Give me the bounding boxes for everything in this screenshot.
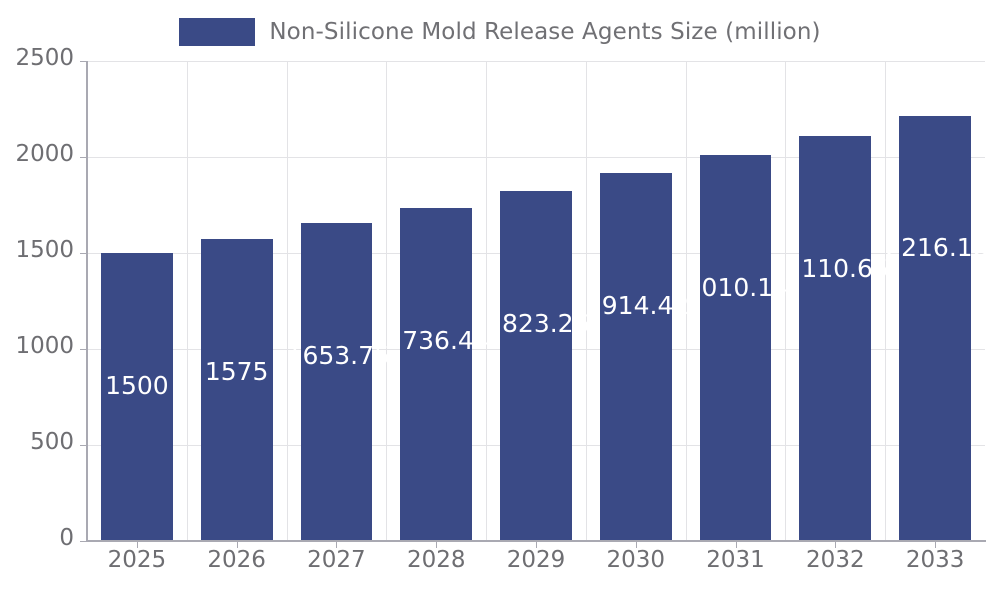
gridline-vertical bbox=[287, 61, 288, 541]
bar[interactable] bbox=[899, 115, 972, 541]
x-axis-tick-label: 2033 bbox=[905, 547, 965, 573]
x-axis-tick-mark bbox=[336, 541, 337, 548]
x-axis-tick-mark bbox=[536, 541, 537, 548]
x-axis-tick-mark bbox=[835, 541, 836, 548]
x-axis-tick-label: 2026 bbox=[207, 547, 266, 573]
x-axis-tick-label: 2030 bbox=[606, 547, 666, 573]
y-axis-tick-mark bbox=[80, 541, 87, 542]
bar[interactable] bbox=[799, 135, 872, 541]
x-axis-tick-mark bbox=[636, 541, 637, 548]
x-axis-tick-mark bbox=[137, 541, 138, 548]
x-axis-tick-label: 2028 bbox=[406, 547, 466, 573]
x-axis-tick-mark bbox=[935, 541, 936, 548]
x-axis-tick-label: 2029 bbox=[506, 547, 566, 573]
y-axis-tick-label: 1500 bbox=[15, 237, 74, 263]
y-axis-tick-label: 2000 bbox=[15, 141, 74, 167]
legend-item-label: Non-Silicone Mold Release Agents Size (m… bbox=[269, 19, 821, 45]
gridline-vertical bbox=[486, 61, 487, 541]
y-axis-tick-label: 1000 bbox=[15, 333, 74, 359]
x-axis-tick-mark bbox=[436, 541, 437, 548]
legend-swatch-icon bbox=[179, 18, 256, 46]
bar[interactable] bbox=[500, 190, 572, 541]
gridline-horizontal bbox=[87, 157, 985, 158]
y-axis-tick-mark bbox=[80, 157, 87, 158]
gridline-vertical bbox=[885, 61, 886, 541]
x-axis-tick-label: 2031 bbox=[706, 547, 765, 573]
y-axis-tick-mark bbox=[80, 445, 87, 446]
x-axis-tick-mark bbox=[736, 541, 737, 548]
x-axis-tick-label: 2032 bbox=[806, 547, 865, 573]
plot-area: 1500 1575 1653.75 1736.44 1823.26 1914.42 2010… bbox=[15, 45, 988, 573]
y-axis-tick-mark bbox=[80, 253, 87, 254]
chart-legend: Non-Silicone Mold Release Agents Size (m… bbox=[0, 10, 1000, 54]
y-axis-tick-label: 2500 bbox=[15, 45, 74, 71]
gridline-vertical bbox=[586, 61, 587, 541]
x-axis-tick-label: 2025 bbox=[107, 547, 167, 573]
gridline-vertical bbox=[785, 61, 786, 541]
gridline-vertical bbox=[386, 61, 387, 541]
gridline-vertical bbox=[187, 61, 188, 541]
x-axis-tick-label: 2027 bbox=[307, 547, 366, 573]
bar[interactable] bbox=[100, 253, 173, 541]
legend-item[interactable]: Non-Silicone Mold Release Agents Size (m… bbox=[179, 18, 821, 46]
bar[interactable] bbox=[200, 238, 273, 541]
gridline-vertical bbox=[686, 61, 687, 541]
gridline-horizontal bbox=[87, 61, 985, 62]
bar[interactable] bbox=[400, 207, 473, 541]
y-axis-tick-mark bbox=[80, 349, 87, 350]
bar[interactable] bbox=[599, 173, 672, 541]
y-axis-tick-label: 500 bbox=[30, 429, 74, 455]
y-axis-tick-mark bbox=[80, 61, 87, 62]
x-axis-tick-mark bbox=[237, 541, 238, 548]
bar[interactable] bbox=[300, 223, 373, 541]
bar[interactable] bbox=[699, 155, 772, 541]
y-axis-line bbox=[86, 61, 88, 542]
y-axis-tick-label: 0 bbox=[59, 525, 74, 551]
